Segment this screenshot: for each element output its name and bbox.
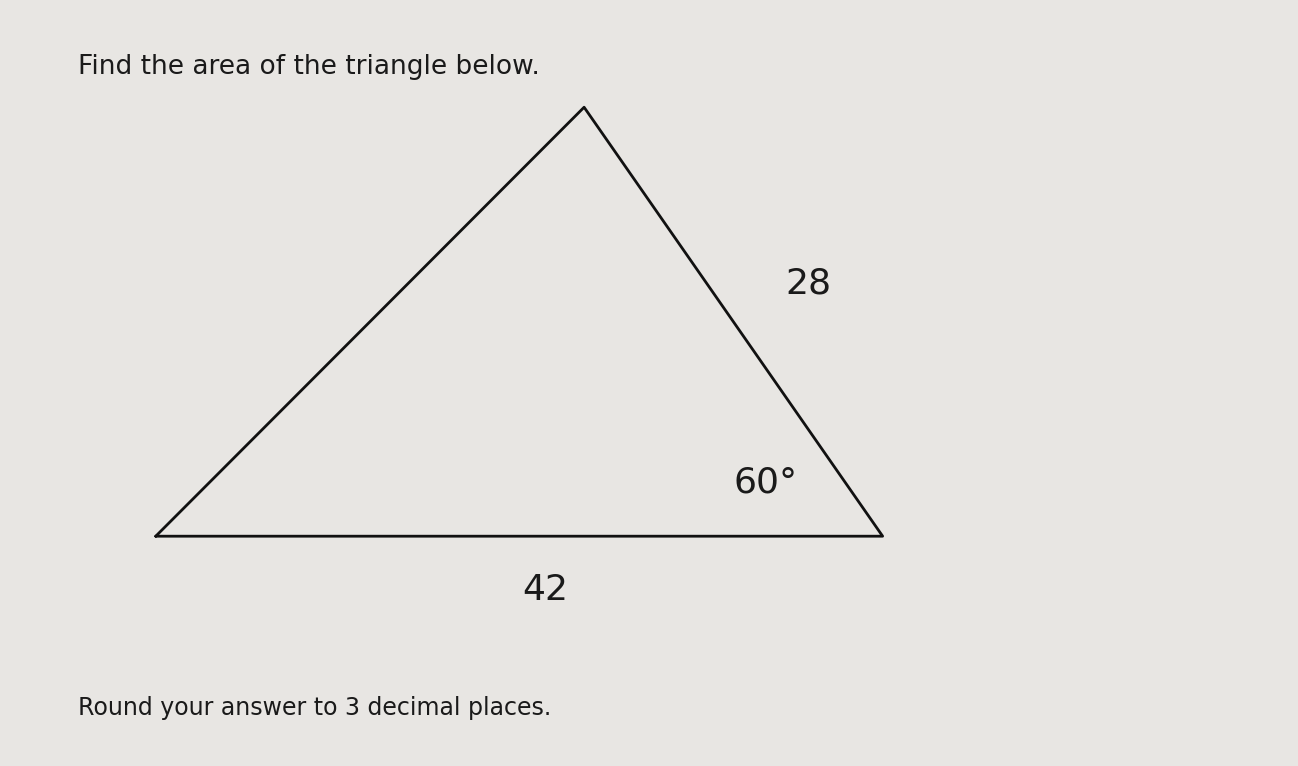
Text: 28: 28	[785, 267, 832, 300]
Text: 42: 42	[522, 573, 569, 607]
Text: Find the area of the triangle below.: Find the area of the triangle below.	[78, 54, 540, 80]
Text: Round your answer to 3 decimal places.: Round your answer to 3 decimal places.	[78, 696, 552, 720]
Text: 60°: 60°	[733, 466, 798, 499]
